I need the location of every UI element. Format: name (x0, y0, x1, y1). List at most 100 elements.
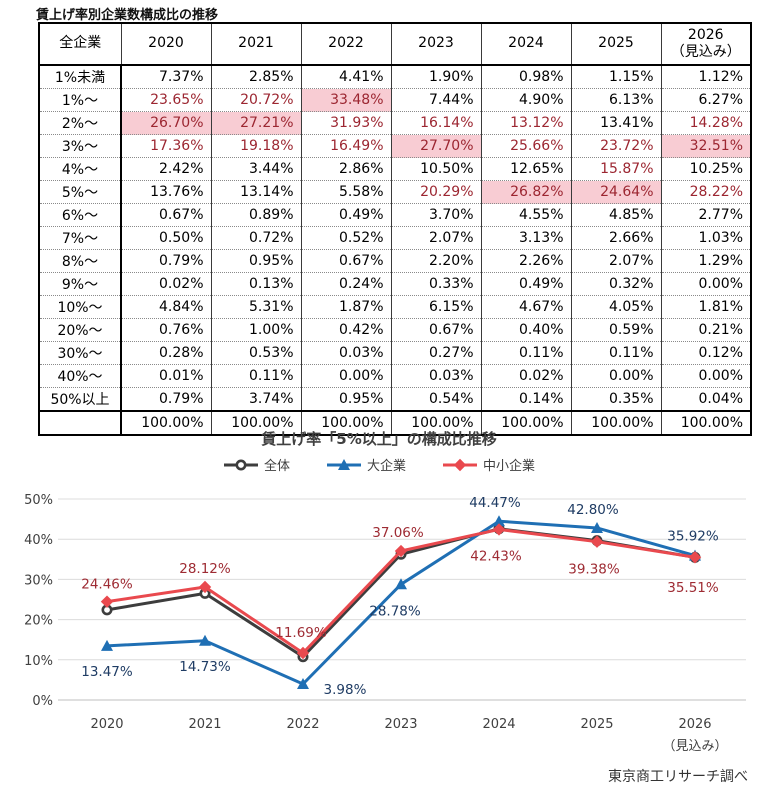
data-point-triangle (493, 515, 505, 527)
value-cell: 0.72% (210, 226, 301, 250)
data-point-diamond (492, 523, 506, 536)
value-cell: 17.36% (121, 134, 211, 158)
value-cell: 2.86% (300, 157, 391, 181)
table-row: 4%～ 2.42% 3.44% 2.86% 10.50% 12.65% 15.87% 10.2… (39, 157, 751, 181)
x-axis-tick-label: 2020 (90, 717, 123, 732)
table-row: 9%～ 0.02% 0.13% 0.24% 0.33% 0.49% 0.32% 0.00% (39, 272, 751, 296)
value-cell: 0.59% (570, 318, 661, 342)
value-cell: 4.05% (570, 295, 661, 319)
value-cell: 1.87% (300, 295, 391, 319)
wage-rate-table: 全企業 2020 2021 2022 2023 2024 2025 2026 （見込み） 1%… (38, 22, 752, 436)
row-label: 7%～ (39, 226, 122, 250)
value-cell: 0.27% (390, 341, 481, 365)
value-cell: 0.54% (390, 387, 481, 411)
data-label: 39.38% (568, 562, 620, 578)
value-cell: 10.25% (660, 157, 751, 181)
value-cell: 0.12% (660, 341, 751, 365)
y-axis-tick-label: 30% (24, 573, 53, 588)
x-axis-tick-note: （見込み） (662, 739, 727, 754)
row-label: 1%～ (39, 88, 122, 112)
data-label: 14.73% (179, 659, 231, 675)
value-cell: 0.00% (660, 272, 751, 296)
value-cell: 0.11% (570, 341, 661, 365)
value-cell: 0.02% (480, 364, 571, 388)
y-axis-tick-label: 50% (24, 493, 53, 508)
y-axis-tick-label: 10% (24, 654, 53, 669)
row-label: 9%～ (39, 272, 122, 296)
value-cell: 4.55% (480, 203, 571, 227)
value-cell: 1.12% (660, 65, 751, 89)
value-cell: 28.22% (660, 180, 751, 204)
value-cell: 0.11% (210, 364, 301, 388)
data-label: 42.80% (567, 502, 619, 518)
series-中小企業 (100, 523, 702, 660)
value-cell: 2.77% (660, 203, 751, 227)
value-cell: 0.53% (210, 341, 301, 365)
data-label: 37.06% (372, 525, 424, 541)
value-cell: 0.11% (480, 341, 571, 365)
value-cell: 0.33% (390, 272, 481, 296)
value-cell: 0.67% (300, 249, 391, 273)
value-cell: 2.85% (210, 65, 301, 89)
value-cell: 2.20% (390, 249, 481, 273)
data-point-triangle (337, 458, 350, 470)
data-point-triangle (591, 521, 603, 533)
legend-label: 全体 (263, 459, 290, 474)
table-row: 5%～ 13.76% 13.14% 5.58% 20.29% 26.82% 24.64% 28… (39, 180, 751, 204)
table-row: 10%～ 4.84% 5.31% 1.87% 6.15% 4.67% 4.05% 1.81% (39, 295, 751, 319)
x-axis-tick-label: 2025 (580, 717, 613, 732)
row-label: 1%未満 (39, 65, 122, 89)
row-label: 20%～ (39, 318, 122, 342)
value-cell: 0.40% (480, 318, 571, 342)
value-cell: 4.67% (480, 295, 571, 319)
value-cell: 0.49% (480, 272, 571, 296)
value-cell: 26.70% (121, 111, 211, 135)
table-row: 7%～ 0.50% 0.72% 0.52% 2.07% 3.13% 2.66% 1.03% (39, 226, 751, 250)
data-point-diamond (100, 595, 114, 608)
value-cell: 4.84% (121, 295, 211, 319)
value-cell: 0.14% (480, 387, 571, 411)
value-cell: 0.95% (210, 249, 301, 273)
value-cell: 13.14% (210, 180, 301, 204)
data-label: 28.12% (179, 561, 231, 577)
legend-item-大企業: 大企業 (326, 455, 406, 474)
value-cell: 0.49% (300, 203, 391, 227)
value-cell: 7.37% (159, 69, 204, 85)
data-point-triangle (297, 678, 309, 690)
value-cell: 1.15% (570, 65, 661, 89)
value-cell: 14.28% (660, 111, 751, 135)
value-cell: 23.72% (570, 134, 661, 158)
value-cell: 0.28% (121, 341, 211, 365)
legend-item-中小企業: 中小企業 (442, 455, 535, 474)
row-label: 2%～ (39, 111, 122, 135)
value-cell: 13.76% (121, 180, 211, 204)
value-cell: 15.87% (570, 157, 661, 181)
row-label: 8%～ (39, 249, 122, 273)
value-cell: 6.15% (390, 295, 481, 319)
value-cell: 20.72% (210, 88, 301, 112)
value-cell: 4.41% (300, 65, 391, 89)
series-大企業 (101, 515, 701, 690)
total-cell: 100.00% (570, 410, 661, 435)
row-label: 5%～ (39, 180, 122, 204)
value-cell: 32.51% (660, 134, 751, 158)
value-cell: 2.42% (121, 157, 211, 181)
row-label: 10%～ (39, 295, 122, 319)
value-cell: 31.93% (300, 111, 391, 135)
legend-marker-icon (223, 459, 258, 470)
value-cell: 33.48% (300, 88, 391, 112)
column-header: 2020 (120, 23, 211, 66)
column-header: 2025 (570, 23, 661, 66)
legend-marker-icon (326, 458, 361, 470)
value-cell: 0.02% (121, 272, 211, 296)
table-row: 1%～ 23.65% 20.72% 33.48% 7.44% 4.90% 6.13% 6.27… (39, 88, 751, 112)
value-cell: 2.26% (480, 249, 571, 273)
chart-legend: 全体 大企業 中小企業 (0, 455, 758, 474)
column-header: 2024 (480, 23, 571, 66)
column-header: 2021 (210, 23, 301, 66)
value-cell: 0.00% (660, 364, 751, 388)
data-label: 42.43% (470, 548, 522, 564)
x-axis-tick-label: 2021 (188, 717, 221, 732)
table-row: 40%～ 0.01% 0.11% 0.00% 0.03% 0.02% 0.00% 0.00% (39, 364, 751, 388)
row-label: 40%～ (39, 364, 122, 388)
